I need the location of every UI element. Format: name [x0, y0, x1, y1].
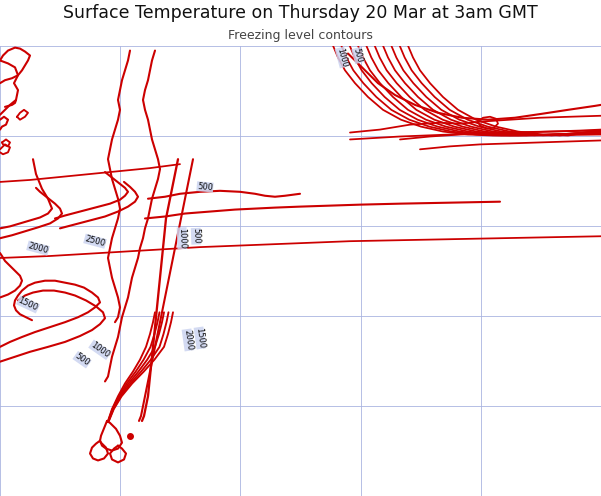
Text: 500: 500 [191, 228, 201, 244]
Text: 500: 500 [197, 182, 213, 192]
Text: 2000: 2000 [182, 329, 194, 351]
Text: Surface Temperature on Thursday 20 Mar at 3am GMT: Surface Temperature on Thursday 20 Mar a… [63, 4, 538, 22]
Text: 1500: 1500 [194, 327, 206, 349]
Text: 500: 500 [73, 352, 91, 368]
Text: Freezing level contours: Freezing level contours [228, 29, 373, 42]
Text: 1500: 1500 [17, 296, 40, 313]
Text: 2000: 2000 [26, 241, 49, 255]
Text: 500: 500 [352, 47, 364, 64]
Text: 2500: 2500 [84, 234, 106, 248]
Text: 1000: 1000 [89, 340, 111, 360]
Text: 1000: 1000 [177, 228, 187, 249]
Text: 1000: 1000 [335, 47, 349, 68]
